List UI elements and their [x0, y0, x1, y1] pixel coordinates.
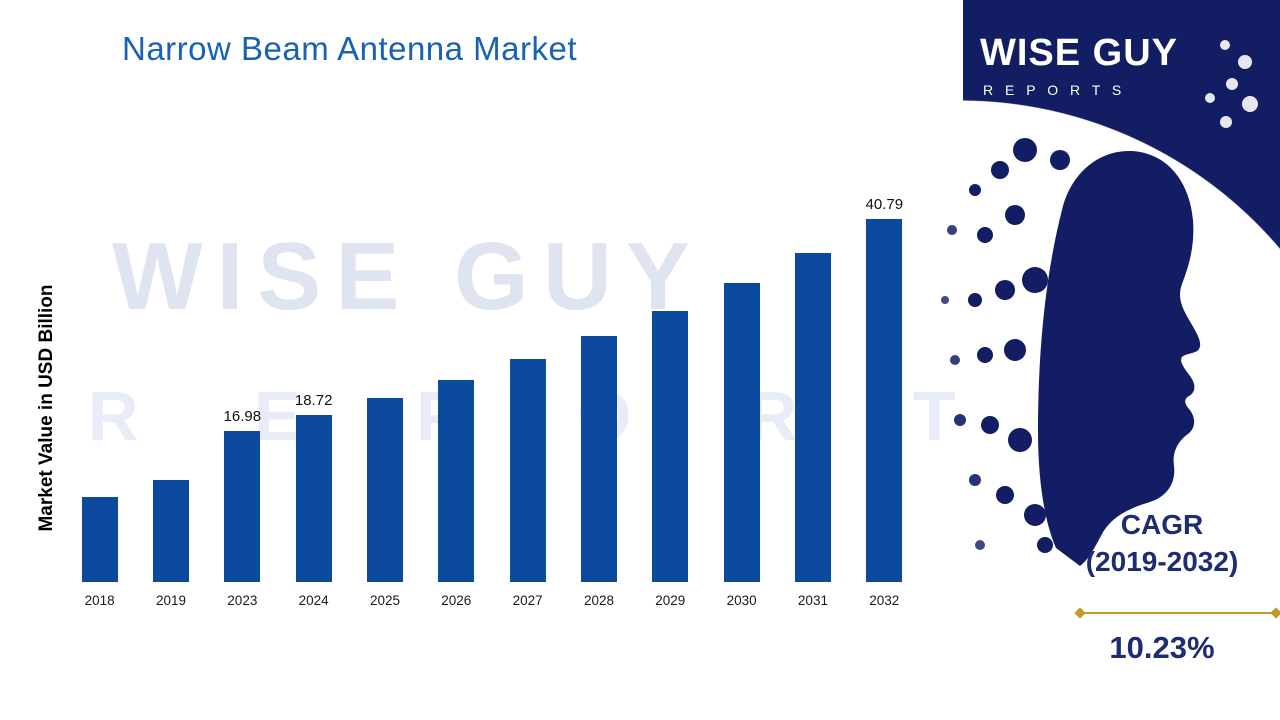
cagr-block: CAGR (2019-2032)	[1052, 507, 1272, 581]
bar-column: 2019	[135, 150, 206, 608]
x-tick-label: 2023	[227, 593, 258, 608]
bar-column: 2031	[777, 150, 848, 608]
bar-2032	[866, 219, 903, 582]
cagr-value: 10.23%	[1109, 630, 1215, 665]
x-tick-label: 2024	[298, 593, 329, 608]
cagr-range: (2019-2032)	[1085, 545, 1239, 577]
x-tick-label: 2027	[512, 593, 543, 608]
bar-2019	[152, 480, 189, 582]
x-tick-label: 2028	[583, 593, 614, 608]
x-tick-label: 2025	[369, 593, 400, 608]
bar-column: 2028	[563, 150, 634, 608]
bar-value-label: 40.79	[865, 196, 904, 213]
bar-value-label: 16.98	[223, 408, 262, 425]
x-tick-label: 2031	[797, 593, 828, 608]
bar-2030	[723, 283, 760, 582]
x-tick-label: 2019	[155, 593, 187, 608]
bar-2024	[295, 415, 332, 582]
bar-2031	[794, 253, 831, 582]
bar-column: 16.98 2023	[207, 150, 278, 608]
bar-2027	[509, 359, 546, 582]
page-title: Narrow Beam Antenna Market	[122, 30, 578, 67]
bar-column: 2027	[492, 150, 563, 608]
x-tick-label: 2029	[655, 593, 686, 608]
bar-column: 2030	[706, 150, 777, 608]
cagr-heading: CAGR	[1120, 509, 1204, 540]
logo-wordmark: WISE GUY	[980, 32, 1179, 74]
bar-column: 2018	[64, 150, 135, 608]
x-tick-label: 2026	[441, 593, 472, 608]
x-tick-label: 2032	[869, 593, 900, 608]
bar-column: 2029	[635, 150, 706, 608]
bar-column: 2025	[349, 150, 420, 608]
x-tick-label: 2018	[84, 593, 115, 608]
bar-2023	[224, 431, 261, 582]
bar-2026	[438, 380, 475, 582]
logo-subtext: R E P O R T S	[983, 82, 1126, 98]
bar-2025	[366, 398, 403, 582]
brand-logo: WISE GUY R E P O R T S	[980, 32, 1256, 98]
bar-2029	[652, 311, 689, 582]
bar-chart: 2018 2019 16.98 2023 18.72 2024 2025 2026 2027 20…	[64, 150, 920, 608]
gold-divider	[1074, 607, 1280, 619]
bar-value-label: 18.72	[294, 392, 333, 409]
bar-2018	[81, 497, 118, 582]
watermark-wordmark: WISE GUY	[112, 223, 705, 330]
x-tick-label: 2030	[726, 593, 757, 608]
bar-2028	[580, 336, 617, 582]
bar-column: 40.79 2032	[849, 150, 920, 608]
bar-column: 2026	[421, 150, 492, 608]
y-axis-label: Market Value in USD Billion	[36, 284, 57, 532]
bar-column: 18.72 2024	[278, 150, 349, 608]
